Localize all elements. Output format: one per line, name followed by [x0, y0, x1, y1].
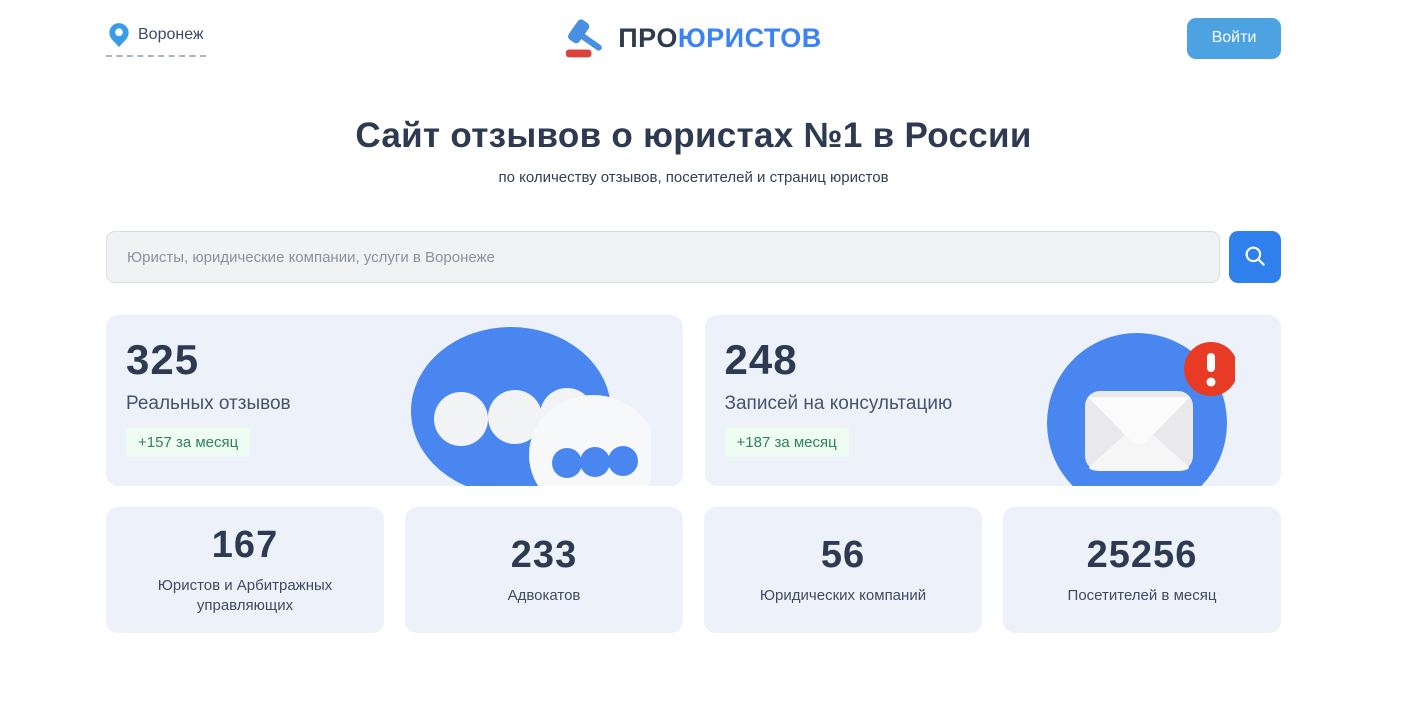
- header-right: Войти: [822, 17, 1281, 59]
- stat-label: Юридических компаний: [759, 586, 927, 604]
- stat-value: 325: [126, 336, 200, 383]
- stat-card-consultations: 248 Записей на консультацию +187 за меся…: [704, 315, 1281, 486]
- search-bar: [106, 231, 1281, 283]
- stat-value: 25256: [1086, 533, 1198, 576]
- location-pin-icon: [108, 22, 130, 48]
- gavel-icon: [565, 17, 609, 59]
- search-icon: [1242, 243, 1268, 272]
- search-input[interactable]: [106, 231, 1220, 283]
- logo-text-yuristov: ЮРИСТОВ: [677, 22, 822, 53]
- page-title: Сайт отзывов о юристах №1 в России: [355, 116, 1032, 155]
- hero-section: Сайт отзывов о юристах №1 в России по ко…: [106, 116, 1281, 186]
- stat-card-reviews: 325 Реальных отзывов +157 за месяц: [106, 315, 683, 486]
- page-subtitle: по количеству отзывов, посетителей и стр…: [498, 169, 889, 186]
- stat-label: Записей на консультацию: [724, 393, 953, 414]
- header: Воронеж ПРОЮРИСТОВ Войти: [0, 0, 1409, 60]
- stat-monthly-badge: +157 за месяц: [126, 428, 251, 457]
- login-button[interactable]: Войти: [1187, 17, 1281, 59]
- stat-card-advocates: 233 Адвокатов: [405, 507, 683, 633]
- stat-card-companies: 56 Юридических компаний: [704, 507, 982, 633]
- stat-value: 56: [820, 533, 866, 576]
- logo-text-pro: ПРО: [618, 22, 678, 53]
- stat-card-lawyers: 167 Юристов и Арбитражных управляющих: [106, 507, 384, 633]
- stat-value: 167: [211, 523, 279, 566]
- stat-label: Юристов и Арбитражных управляющих: [157, 576, 333, 614]
- stat-label: Адвокатов: [507, 586, 581, 604]
- logo-text: ПРОЮРИСТОВ: [618, 23, 821, 54]
- header-left: Воронеж: [106, 20, 565, 57]
- search-button[interactable]: [1229, 231, 1281, 283]
- stat-monthly-badge: +187 за месяц: [724, 428, 849, 457]
- summary-stats: 167 Юристов и Арбитражных управляющих 23…: [106, 507, 1281, 633]
- stat-value: 233: [510, 533, 578, 576]
- featured-stats: 325 Реальных отзывов +157 за месяц 248: [106, 315, 1281, 486]
- stat-value: 248: [724, 336, 798, 383]
- location-selector[interactable]: Воронеж: [106, 20, 206, 57]
- stat-label: Посетителей в месяц: [1067, 586, 1217, 604]
- logo[interactable]: ПРОЮРИСТОВ: [565, 17, 821, 59]
- stat-card-visitors: 25256 Посетителей в месяц: [1003, 507, 1281, 633]
- main-content: Сайт отзывов о юристах №1 в России по ко…: [106, 116, 1281, 633]
- stat-label: Реальных отзывов: [126, 393, 291, 414]
- location-label: Воронеж: [138, 25, 204, 43]
